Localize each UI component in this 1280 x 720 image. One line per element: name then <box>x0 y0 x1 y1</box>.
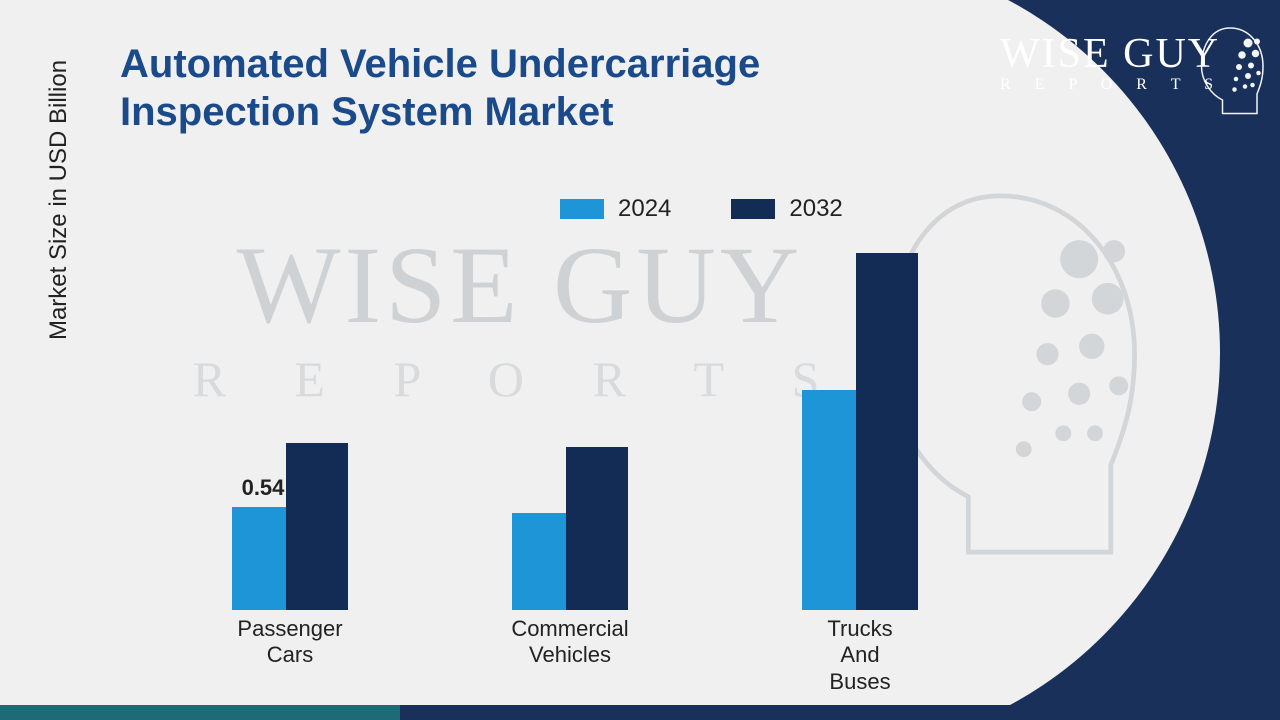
bottom-bar <box>0 705 1280 720</box>
bar <box>856 253 918 610</box>
bottom-bar-accent <box>0 705 400 720</box>
legend-item-2032: 2032 <box>731 195 842 223</box>
legend: 2024 2032 <box>560 195 843 223</box>
circle-cutout <box>968 0 1220 705</box>
bar <box>512 513 574 610</box>
legend-swatch-2024 <box>560 199 604 219</box>
bar <box>232 507 294 610</box>
bar-chart: PassengerCarsCommercialVehiclesTrucksAnd… <box>130 230 960 610</box>
brand-logo: WISE GUY R E P O R T S <box>1000 30 1260 94</box>
legend-label-2032: 2032 <box>789 195 842 223</box>
logo-head-icon <box>1190 25 1270 115</box>
bar <box>286 443 348 610</box>
legend-swatch-2032 <box>731 199 775 219</box>
category-label: TrucksAndBuses <box>770 610 950 695</box>
bar <box>802 390 864 610</box>
category-label: CommercialVehicles <box>480 610 660 669</box>
legend-item-2024: 2024 <box>560 195 671 223</box>
y-axis-label: Market Size in USD Billion <box>45 0 73 400</box>
category-label: PassengerCars <box>200 610 380 669</box>
legend-label-2024: 2024 <box>618 195 671 223</box>
chart-title: Automated Vehicle Undercarriage Inspecti… <box>120 40 840 136</box>
bar-value-label: 0.54 <box>242 475 285 501</box>
bar <box>566 447 628 610</box>
